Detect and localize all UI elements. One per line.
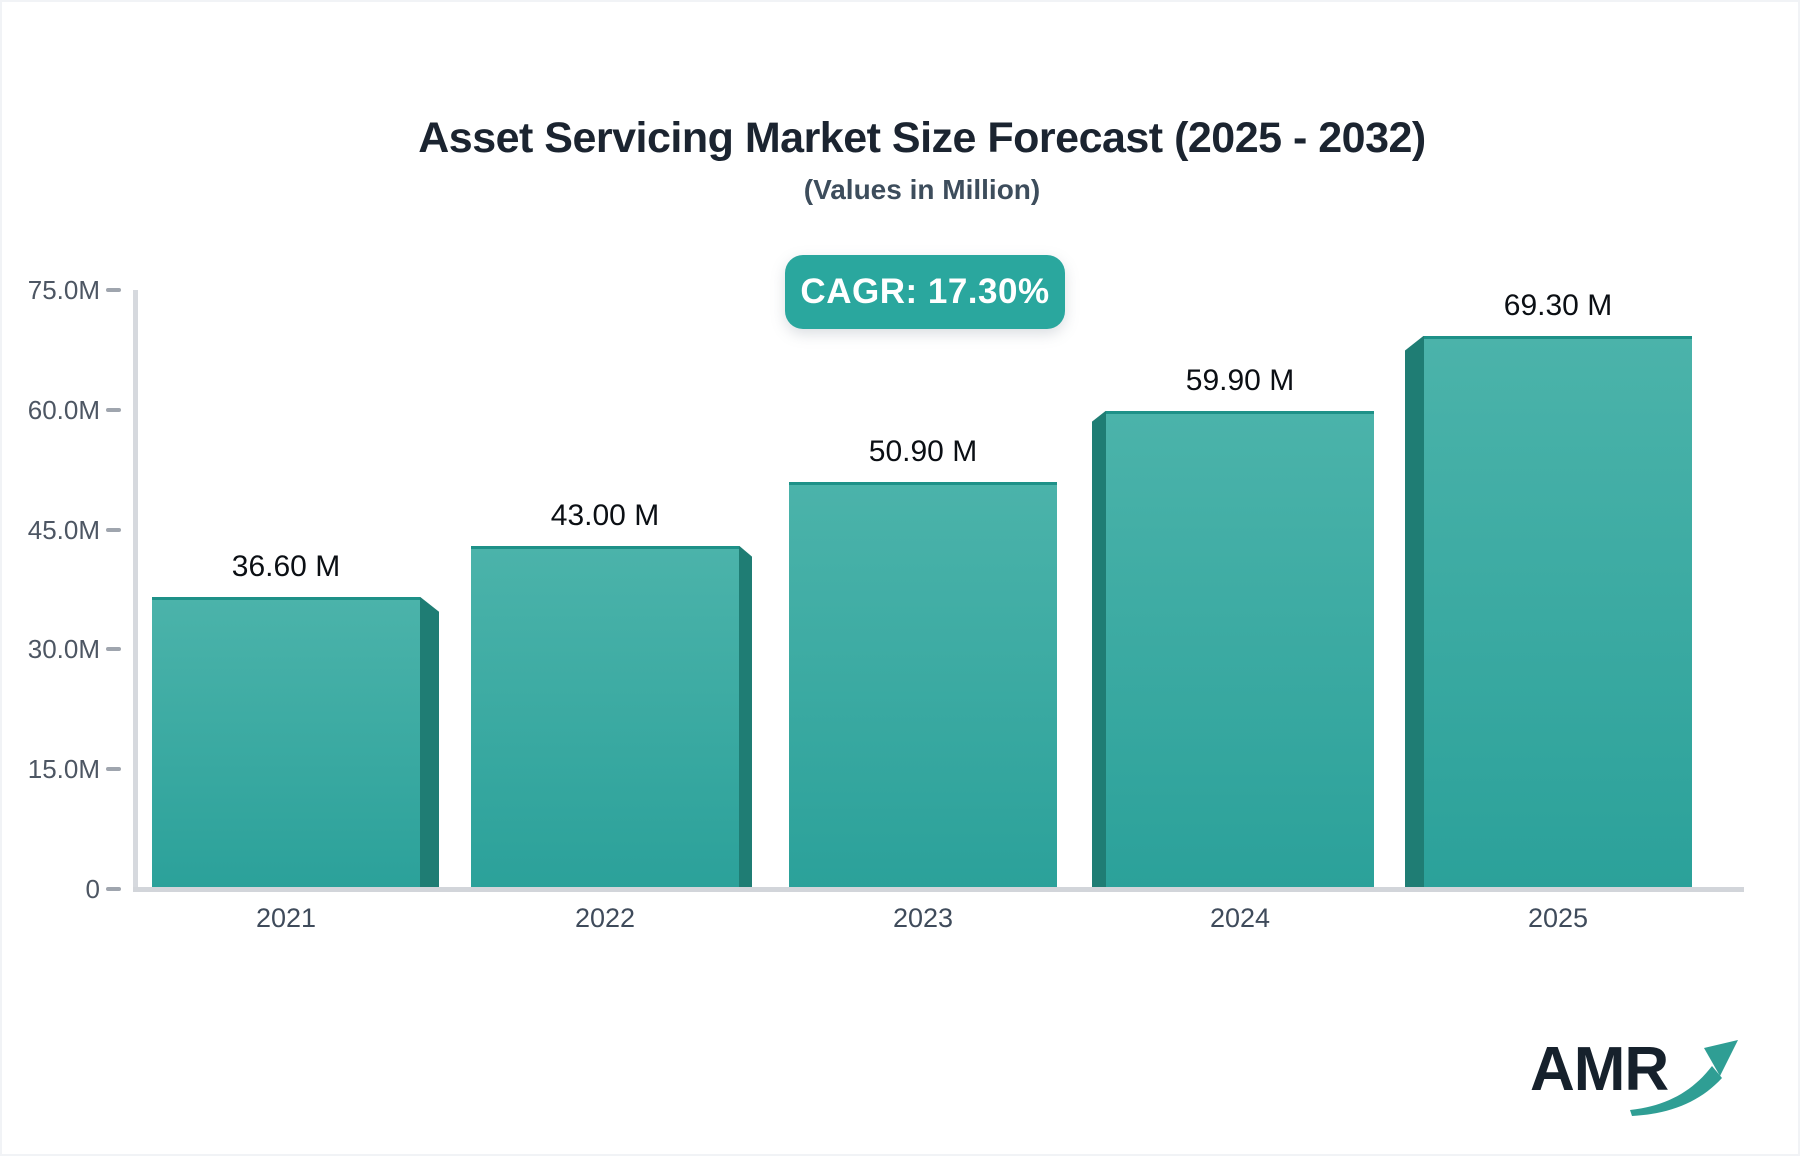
chart-title: Asset Servicing Market Size Forecast (20…: [418, 114, 1426, 162]
bar-2021-value-label: 36.60 M: [231, 549, 341, 583]
x-axis-baseline: [133, 887, 1744, 892]
bar-2024[interactable]: [1106, 410, 1374, 889]
bar-2023[interactable]: [789, 482, 1057, 889]
y-axis-tick-mark-30.0M: [106, 647, 121, 652]
y-axis-tick-mark-0: [106, 887, 121, 891]
y-axis-tick-label-60.0M: 60.0M: [27, 394, 100, 425]
y-axis-line: [133, 290, 138, 889]
bar-2024-side-face: [1092, 410, 1106, 889]
y-axis-tick-label-0: 0: [85, 874, 100, 904]
y-axis-tick-mark-75.0M: [106, 288, 121, 292]
y-axis-tick-label-75.0M: 75.0M: [27, 275, 100, 305]
amr-logo: AMR: [1530, 1034, 1770, 1124]
bar-2021-side-face: [420, 596, 439, 889]
x-axis-label-2025: 2025: [1527, 903, 1589, 933]
y-axis-tick-mark-15.0M: [106, 767, 121, 772]
y-axis-tick-mark-60.0M: [106, 407, 121, 412]
x-axis-label-2021: 2021: [255, 903, 317, 933]
x-axis-label-2023: 2023: [892, 903, 954, 933]
y-axis-tick-label-45.0M: 45.0M: [27, 514, 100, 545]
growth-arrow-icon: [1630, 1040, 1738, 1116]
chart-subtitle: (Values in Million): [803, 174, 1041, 205]
y-axis-tick-mark-45.0M: [106, 527, 121, 532]
bar-2023-value-label: 50.90 M: [868, 435, 978, 469]
bar-2022-value-label: 43.00 M: [550, 498, 660, 532]
y-axis-tick-label-15.0M: 15.0M: [27, 754, 100, 785]
bar-2025-side-face: [1405, 335, 1424, 889]
bar-2021[interactable]: [152, 596, 420, 889]
amr-logo-text: AMR: [1530, 1035, 1669, 1104]
x-axis-label-2022: 2022: [574, 903, 636, 933]
y-axis-tick-label-30.0M: 30.0M: [27, 634, 100, 665]
x-axis-label-2024: 2024: [1209, 903, 1271, 933]
cagr-badge: CAGR: 17.30%: [785, 255, 1065, 329]
bar-2022[interactable]: [471, 545, 739, 889]
bar-2025[interactable]: [1424, 335, 1692, 889]
bar-2024-value-label: 59.90 M: [1185, 363, 1295, 397]
bar-2025-value-label: 69.30 M: [1503, 288, 1613, 322]
bar-2022-side-face: [739, 545, 752, 889]
